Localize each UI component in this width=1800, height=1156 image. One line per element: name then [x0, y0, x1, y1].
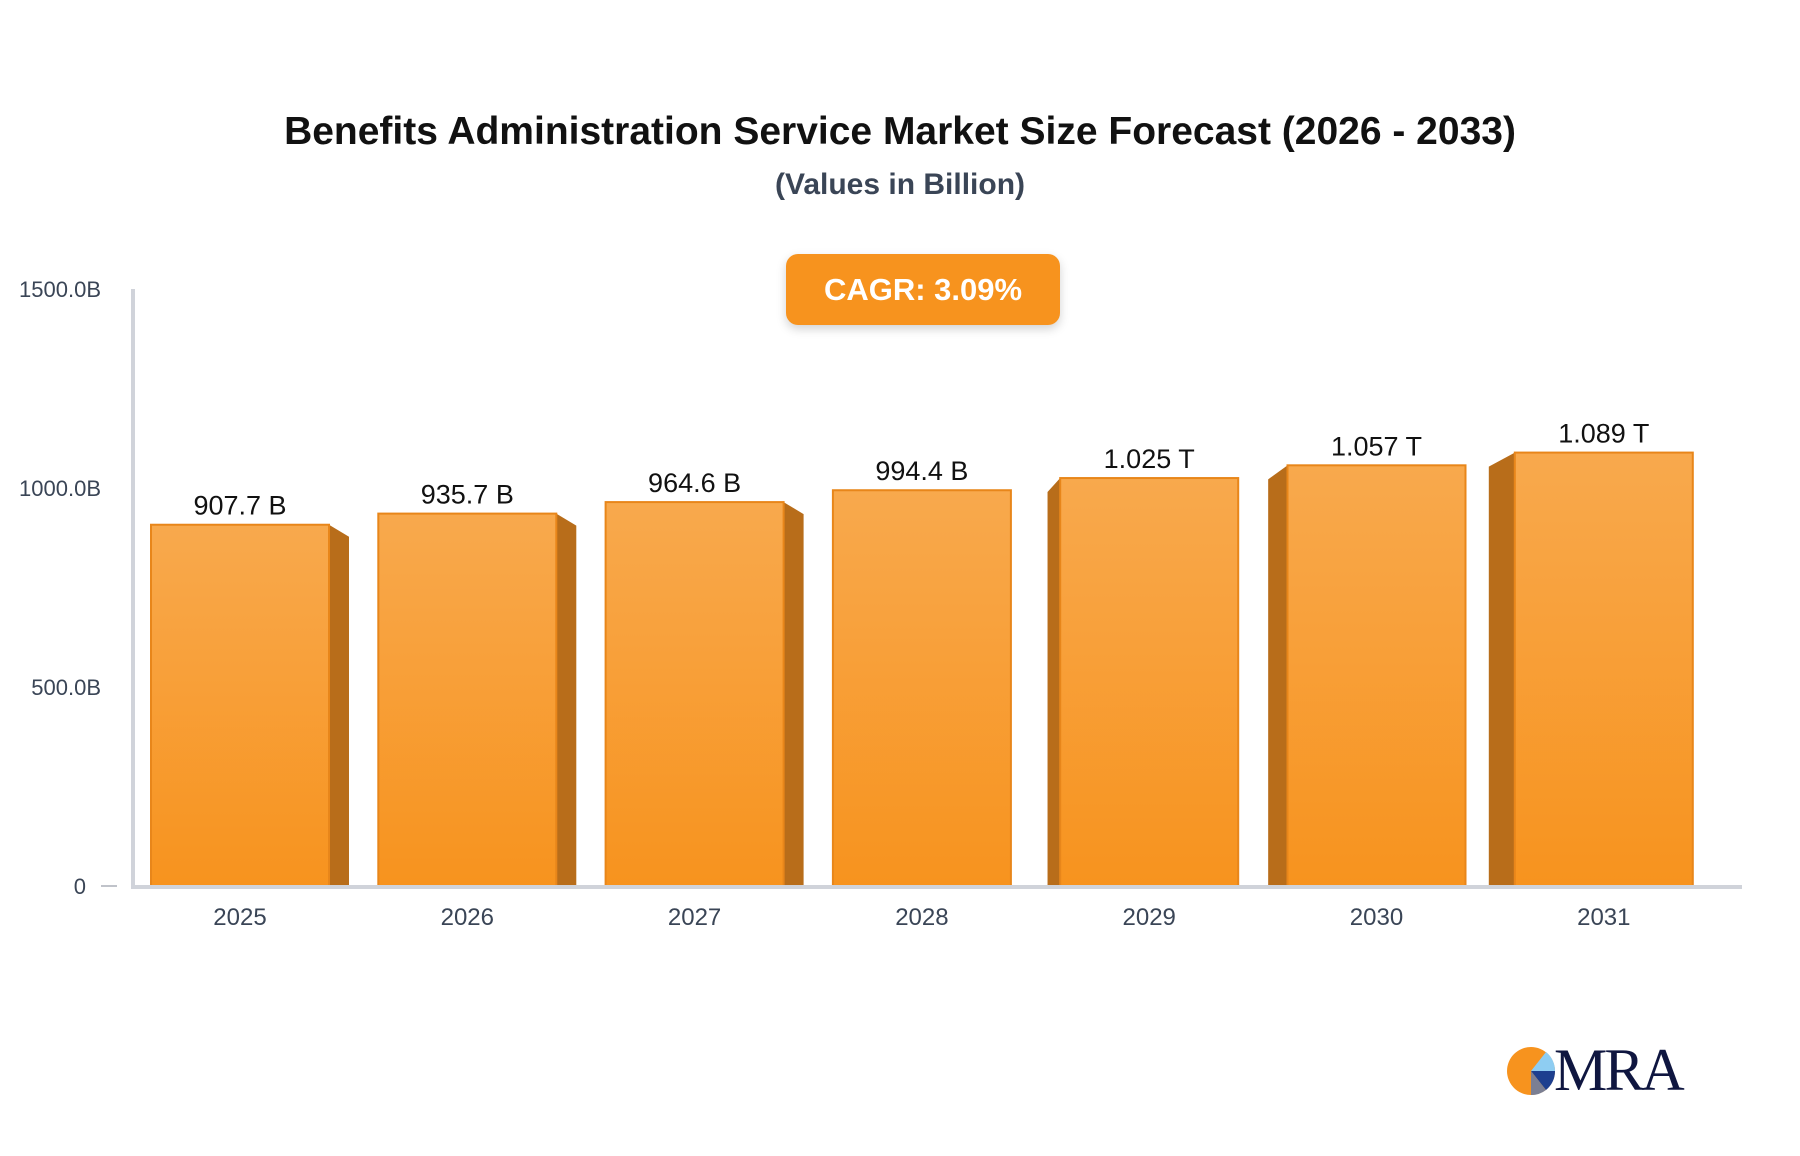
bar-2030	[1268, 464, 1467, 887]
y-tick-label: 1000.0B	[19, 476, 101, 501]
bar-2027	[604, 501, 804, 887]
data-label: 907.7 B	[193, 491, 286, 521]
bar-2031	[1488, 451, 1694, 887]
mra-logo: MRA	[1506, 1040, 1706, 1100]
bar-side	[1047, 478, 1061, 886]
data-label: 994.4 B	[875, 456, 968, 486]
bar-face	[604, 501, 785, 887]
y-tick-label: 0	[74, 874, 86, 899]
x-tick-label: 2029	[1123, 904, 1176, 931]
y-tick-label: 1500.0B	[19, 277, 101, 302]
bar-side	[1488, 452, 1515, 886]
pie-logo-icon	[1507, 1047, 1556, 1096]
chart-title: Benefits Administration Service Market S…	[284, 110, 1516, 153]
x-tick-label: 2027	[668, 904, 721, 931]
data-label: 935.7 B	[421, 480, 514, 510]
bar-face	[1059, 477, 1240, 887]
x-tick-label: 2028	[895, 904, 948, 931]
bar-face	[377, 512, 558, 887]
bar-face	[831, 489, 1012, 887]
bar-face	[1513, 451, 1694, 887]
bar-side	[556, 513, 577, 886]
data-label: 964.6 B	[648, 468, 741, 498]
bar-face	[150, 523, 330, 887]
data-label: 1.089 T	[1558, 419, 1649, 449]
chart-subtitle: (Values in Billion)	[774, 168, 1026, 201]
bar-2026	[377, 512, 577, 887]
data-label: 1.057 T	[1331, 431, 1422, 461]
cagr-badge: CAGR: 3.09%	[786, 254, 1060, 325]
logo-text: MRA	[1554, 1037, 1685, 1103]
data-label: 1.025 T	[1104, 444, 1195, 474]
bar-2025	[150, 523, 349, 887]
y-tick-label: 500.0B	[31, 675, 101, 700]
bar-2028	[831, 489, 1012, 887]
bar-side	[783, 502, 804, 886]
x-tick-label: 2026	[441, 904, 494, 931]
x-tick-label: 2030	[1350, 904, 1403, 931]
bar-2029	[1047, 477, 1240, 887]
bar-side	[1268, 465, 1288, 886]
bar-face	[1286, 464, 1467, 887]
bar-side	[329, 524, 349, 886]
x-tick-label: 2031	[1577, 904, 1630, 931]
x-tick-label: 2025	[213, 904, 266, 931]
